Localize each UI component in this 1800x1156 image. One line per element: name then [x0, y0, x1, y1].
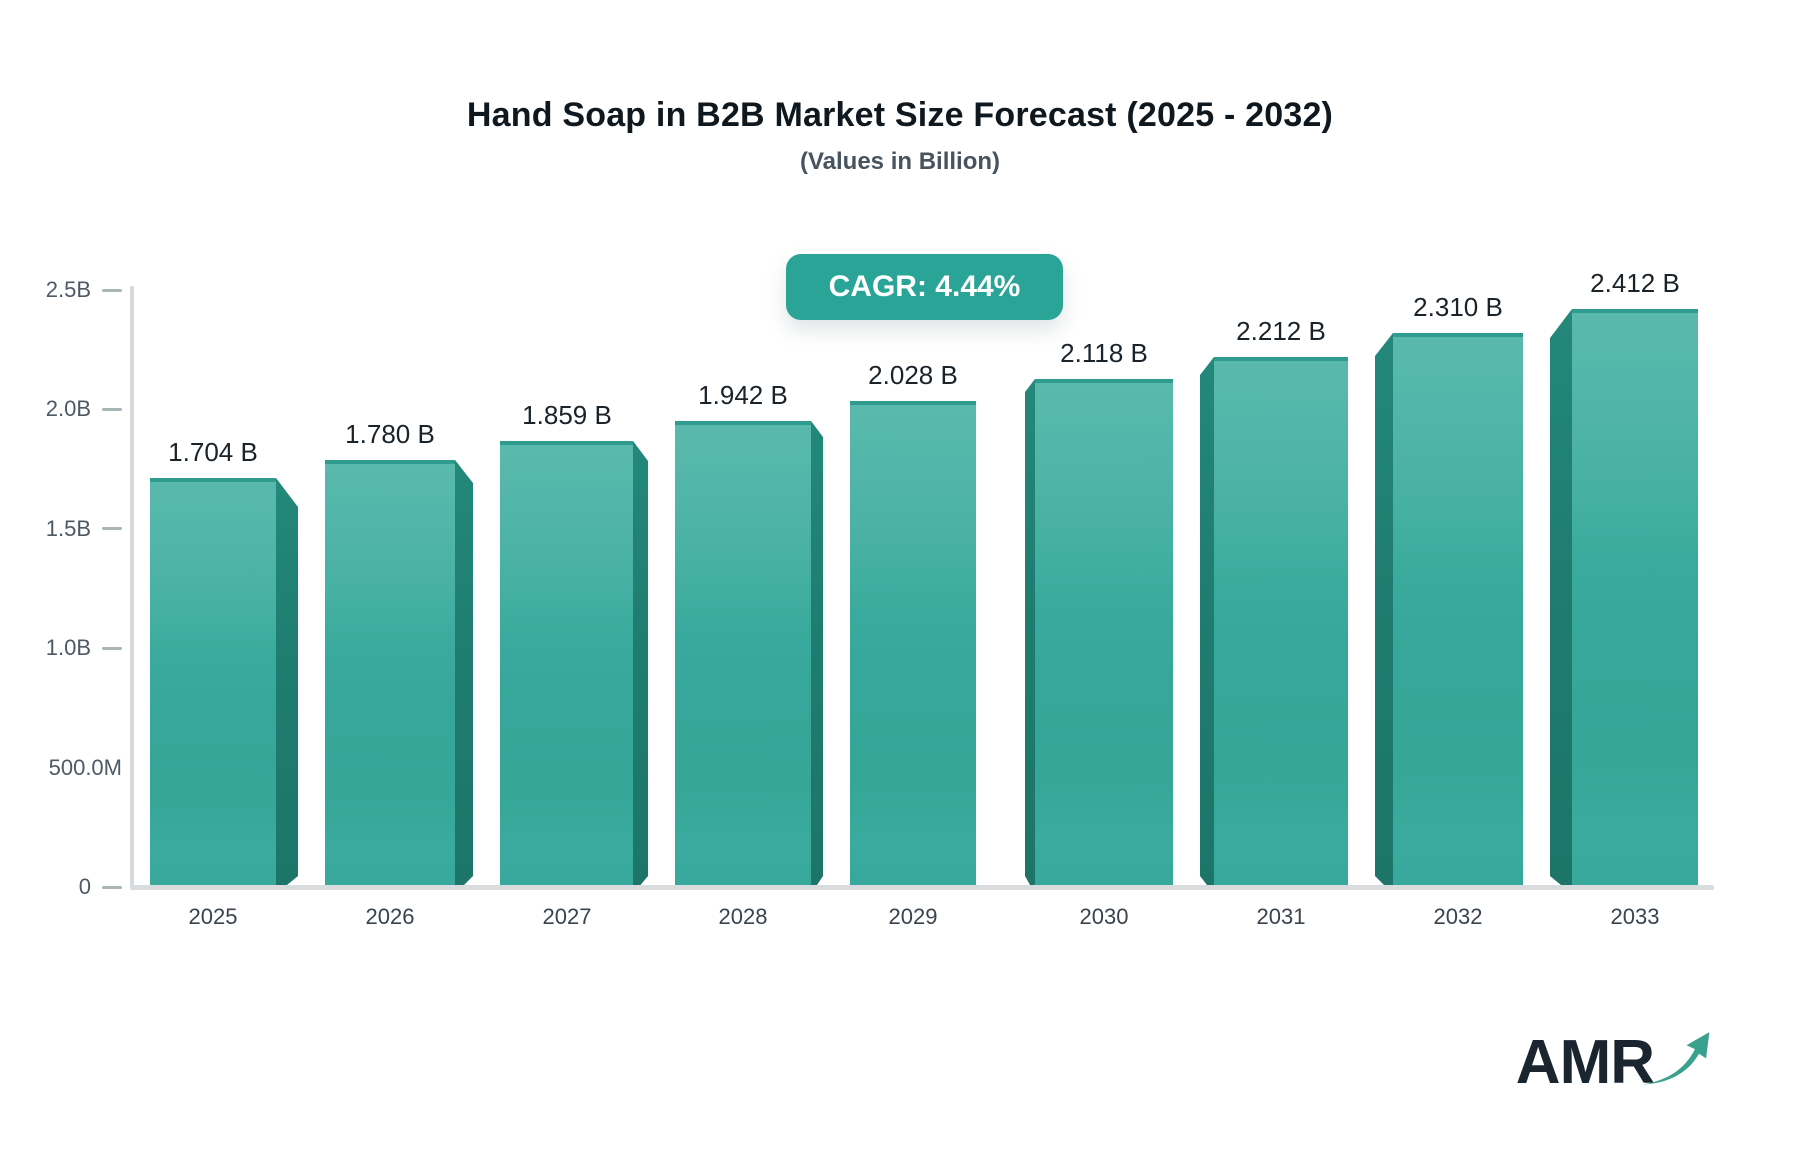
y-tick-0: 0: [0, 874, 122, 900]
bar-face: [1393, 333, 1523, 885]
bar-2033: 2.412 B: [1550, 268, 1698, 885]
bar-value-label: 2.028 B: [868, 360, 958, 390]
x-label-2032: 2032: [1433, 904, 1483, 929]
y-tick-mark: [102, 288, 122, 292]
y-tick-500.0M: 500.0M: [0, 755, 136, 781]
bar-2030: 2.118 B: [1025, 338, 1173, 885]
bar-2032: 2.310 B: [1375, 292, 1523, 885]
bar-value-label: 1.859 B: [522, 400, 612, 430]
y-axis: 2.5B 2.0B 1.5B 1.0B 500.0M 0: [0, 230, 130, 899]
bar-2028: 1.942 B: [675, 380, 823, 885]
amr-logo-text: AMR: [1515, 1028, 1655, 1097]
y-tick-label: 2.5B: [45, 277, 91, 302]
bar-face: [500, 441, 633, 885]
x-axis-labels: 2025 2026 2027 2028 2029 2030 2031 2032 2033: [150, 904, 1698, 938]
bar-value-label: 2.412 B: [1590, 268, 1680, 298]
bars-area: 1.704 B 1.780 B 1.859 B 1.942 B 2.028 B 2.118…: [150, 230, 1698, 885]
y-tick-mark: [102, 885, 122, 889]
bar-2027: 1.859 B: [500, 400, 648, 885]
bar-3d-side: [1025, 379, 1035, 885]
y-tick-label: 1.5B: [45, 515, 91, 541]
bar-2031: 2.212 B: [1200, 316, 1348, 885]
y-tick-label: 500.0M: [48, 754, 122, 780]
bar-face: [850, 401, 976, 885]
bar-2025: 1.704 B: [150, 437, 298, 885]
y-tick-mark: [102, 407, 122, 411]
bar-face: [150, 478, 276, 885]
amr-logo: AMR: [1516, 1026, 1712, 1094]
cagr-badge: CAGR: 4.44%: [786, 254, 1063, 320]
bar-3d-side: [276, 478, 298, 885]
y-tick-label: 0: [78, 874, 91, 899]
bar-3d-side: [1550, 309, 1572, 885]
bar-value-label: 2.212 B: [1236, 316, 1326, 346]
bar-3d-side: [633, 441, 648, 885]
bar-3d-side: [455, 460, 473, 885]
bar-3d-side: [811, 421, 823, 885]
bar-face: [325, 460, 455, 885]
bar-value-label: 2.310 B: [1413, 292, 1503, 322]
chart-title: Hand Soap in B2B Market Size Forecast (2…: [466, 96, 1334, 134]
x-label-2030: 2030: [1079, 904, 1129, 929]
bar-face: [1214, 357, 1348, 885]
bar-3d-side: [1375, 333, 1393, 885]
trend-up-arrow-icon: [1642, 1032, 1710, 1085]
y-tick-1.5B: 1.5B: [0, 516, 122, 542]
y-tick-2.5B: 2.5B: [0, 277, 122, 303]
y-axis-line: [130, 286, 134, 889]
y-tick-mark: [102, 646, 122, 650]
bar-face: [1572, 309, 1698, 885]
x-label-2033: 2033: [1610, 904, 1660, 929]
y-tick-mark: [102, 527, 122, 531]
y-tick-1.0B: 1.0B: [0, 635, 122, 661]
x-label-2028: 2028: [718, 904, 768, 929]
x-label-2026: 2026: [365, 904, 415, 929]
x-label-2025: 2025: [188, 904, 238, 929]
y-tick-2.0B: 2.0B: [0, 396, 122, 422]
bar-3d-side: [1200, 357, 1214, 885]
bar-value-label: 1.780 B: [345, 419, 435, 449]
y-tick-label: 2.0B: [45, 396, 91, 422]
bar-chart: 2.5B 2.0B 1.5B 1.0B 500.0M 0 1.704 B 1.780 B 1.…: [0, 230, 1800, 950]
x-label-2027: 2027: [542, 904, 592, 929]
bar-face: [675, 421, 811, 885]
x-label-2031: 2031: [1256, 904, 1306, 929]
bar-2026: 1.780 B: [325, 419, 473, 885]
bar-face: [1035, 379, 1173, 885]
bar-value-label: 2.118 B: [1060, 338, 1148, 368]
bar-value-label: 1.942 B: [698, 380, 788, 410]
x-axis-line: [130, 885, 1714, 890]
x-label-2029: 2029: [888, 904, 938, 929]
y-tick-label: 1.0B: [45, 635, 91, 661]
bar-2029: 2.028 B: [850, 360, 998, 885]
chart-subtitle: (Values in Billion): [799, 148, 1001, 175]
bar-value-label: 1.704 B: [168, 437, 258, 467]
